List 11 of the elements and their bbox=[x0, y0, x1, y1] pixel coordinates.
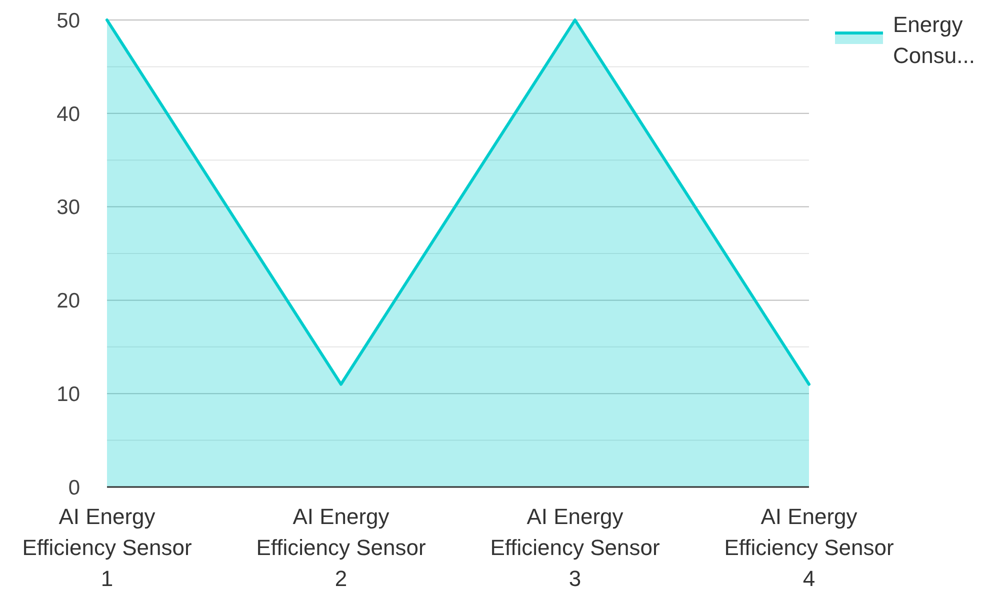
y-tick-label: 30 bbox=[56, 196, 80, 220]
x-tick-label: AI Energy Efficiency Sensor 3 bbox=[490, 504, 660, 590]
x-tick-label: AI Energy Efficiency Sensor 4 bbox=[724, 504, 894, 590]
y-tick-label: 10 bbox=[56, 382, 80, 406]
y-tick-label: 50 bbox=[56, 9, 80, 32]
legend-label: Energy Consu... bbox=[893, 12, 975, 68]
y-tick-label: 40 bbox=[56, 102, 80, 126]
y-tick-label: 20 bbox=[56, 290, 80, 313]
x-tick-label: AI Energy Efficiency Sensor 1 bbox=[22, 504, 192, 590]
x-tick-label: AI Energy Efficiency Sensor 2 bbox=[256, 504, 426, 590]
y-tick-label: 0 bbox=[68, 476, 80, 500]
